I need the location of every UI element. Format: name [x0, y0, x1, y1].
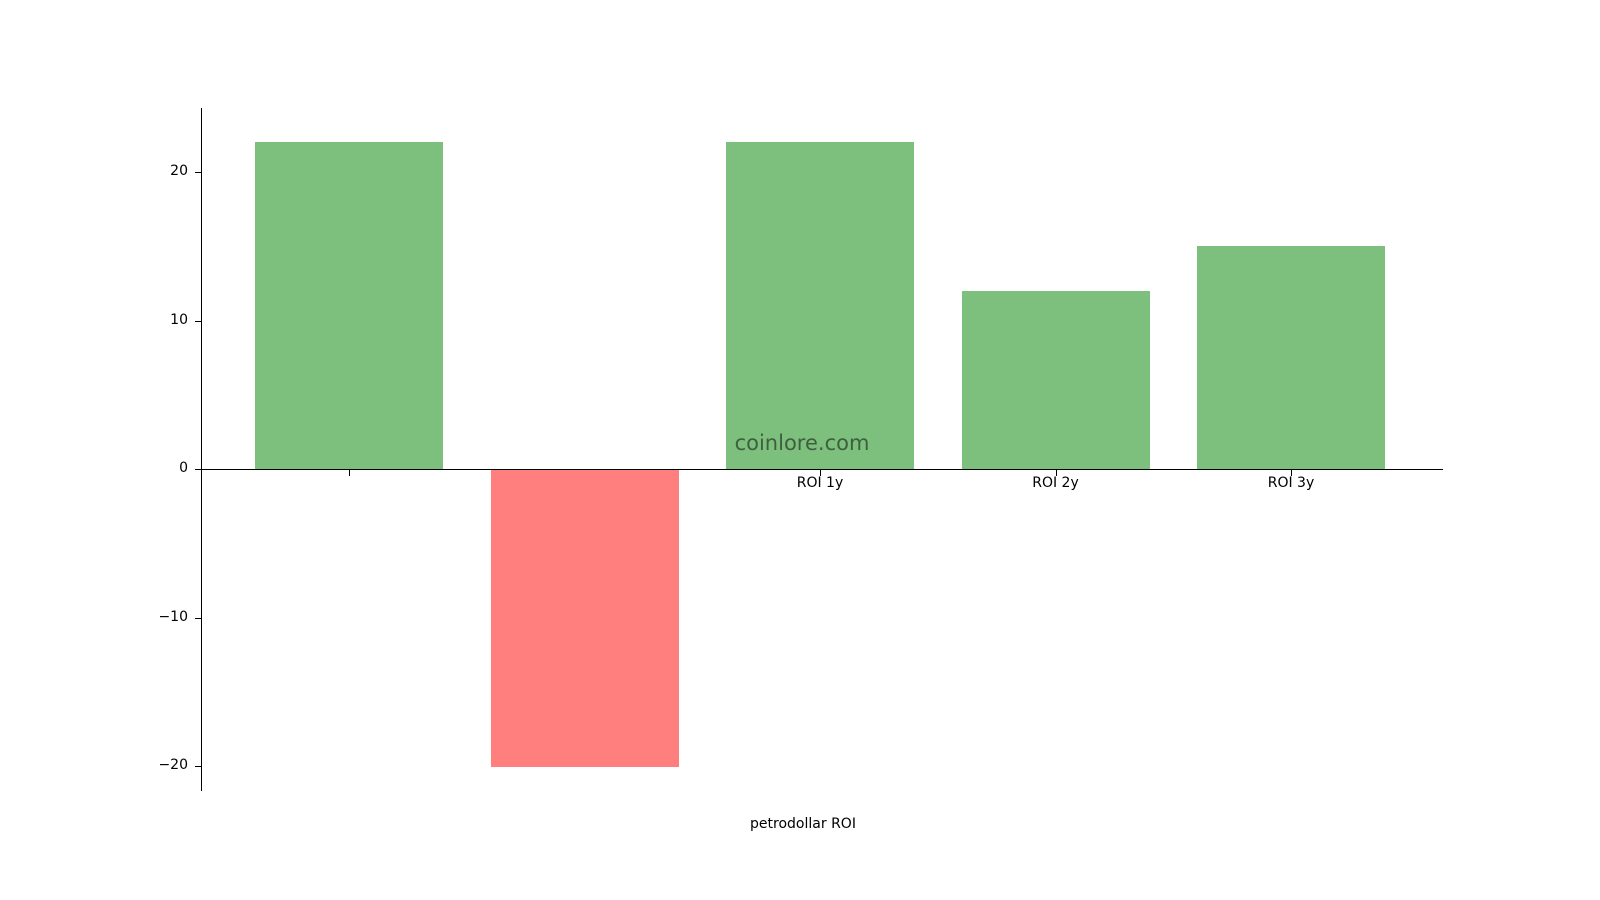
y-tick-mark [195, 320, 201, 322]
y-axis-line [201, 108, 202, 792]
x-tick-label: ROI 2y [1032, 475, 1079, 491]
x-tick-mark [820, 470, 821, 476]
x-axis-line [201, 469, 1443, 470]
y-tick-mark [195, 617, 201, 619]
bar-col-2 [490, 470, 679, 767]
y-tick-mark [195, 766, 201, 767]
y-tick-label: −10 [158, 608, 188, 625]
x-tick-label: ROI 3y [1267, 475, 1315, 491]
x-tick-mark [1291, 470, 1292, 476]
y-tick-label: 0 [179, 460, 188, 476]
y-tick-label: 10 [170, 311, 188, 328]
y-tick-mark [195, 172, 201, 173]
y-tick-label: −20 [158, 757, 188, 773]
y-tick-mark [195, 469, 201, 470]
x-tick-mark [1055, 470, 1057, 476]
bar-roi-2y [961, 290, 1150, 469]
watermark: coinlore.com [734, 431, 870, 455]
x-tick-mark [349, 470, 350, 476]
bar-col-1 [255, 142, 443, 469]
bar-roi-1y [726, 142, 914, 469]
y-tick-label: 20 [170, 163, 188, 179]
x-axis-title: petrodollar ROI [750, 816, 856, 832]
bar-roi-3y [1197, 246, 1385, 469]
x-tick-label: ROI 1y [796, 475, 844, 491]
